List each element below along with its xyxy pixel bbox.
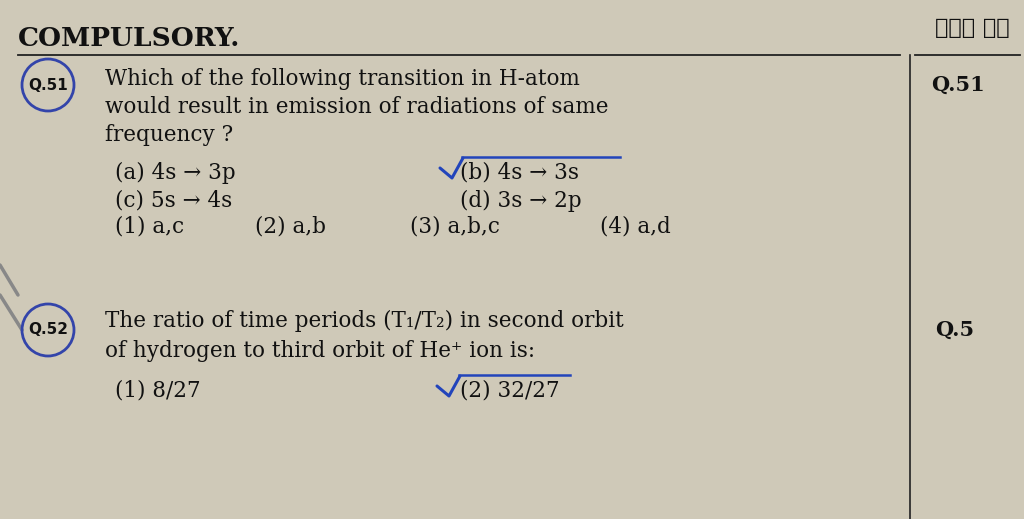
Text: Q.51: Q.51 [931, 75, 985, 95]
Text: (2) 32/27: (2) 32/27 [460, 380, 560, 402]
Text: सही है: सही है [935, 18, 1010, 38]
Text: (3) a,b,c: (3) a,b,c [410, 216, 500, 238]
Text: (2) a,b: (2) a,b [255, 216, 326, 238]
Text: (c) 5s → 4s: (c) 5s → 4s [115, 190, 232, 212]
Text: (1) 8/27: (1) 8/27 [115, 380, 201, 402]
Text: Which of the following transition in H-atom: Which of the following transition in H-a… [105, 68, 580, 90]
Text: (b) 4s → 3s: (b) 4s → 3s [460, 162, 579, 184]
Text: Q.5: Q.5 [936, 320, 975, 340]
Text: COMPULSORY.: COMPULSORY. [18, 25, 241, 50]
Text: frequency ?: frequency ? [105, 124, 233, 146]
Text: (d) 3s → 2p: (d) 3s → 2p [460, 190, 582, 212]
Text: The ratio of time periods (T₁/T₂) in second orbit: The ratio of time periods (T₁/T₂) in sec… [105, 310, 624, 332]
Text: would result in emission of radiations of same: would result in emission of radiations o… [105, 96, 608, 118]
Text: (4) a,d: (4) a,d [600, 216, 671, 238]
Text: of hydrogen to third orbit of He⁺ ion is:: of hydrogen to third orbit of He⁺ ion is… [105, 340, 536, 362]
Text: (a) 4s → 3p: (a) 4s → 3p [115, 162, 236, 184]
Text: Q.51: Q.51 [28, 77, 68, 92]
Text: Q.52: Q.52 [28, 322, 68, 337]
Text: (1) a,c: (1) a,c [115, 216, 184, 238]
